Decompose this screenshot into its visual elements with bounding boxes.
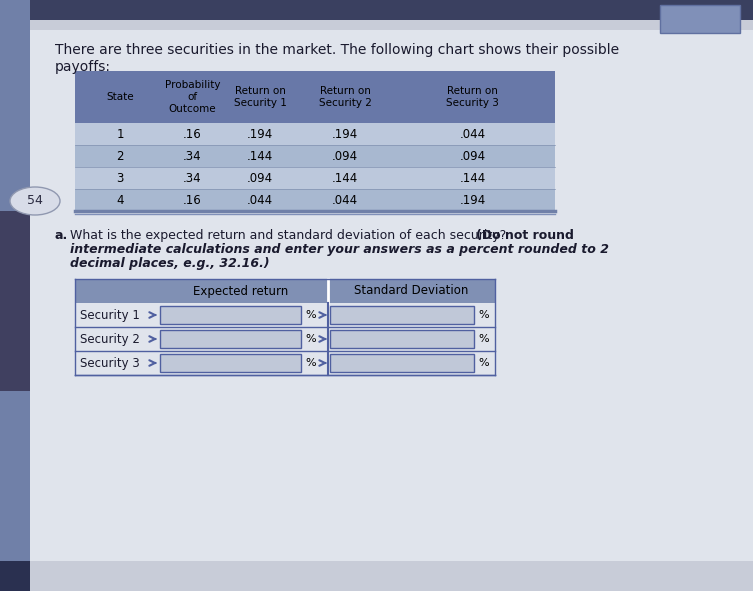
Text: .34: .34 bbox=[183, 150, 202, 163]
Text: %: % bbox=[305, 358, 316, 368]
Text: .194: .194 bbox=[459, 193, 486, 206]
Bar bbox=[30, 30, 753, 561]
Text: %: % bbox=[478, 334, 489, 344]
Bar bbox=[330, 354, 474, 372]
Bar bbox=[660, 5, 740, 33]
Text: %: % bbox=[478, 358, 489, 368]
Bar bbox=[75, 279, 495, 303]
Text: 4: 4 bbox=[116, 193, 123, 206]
Bar bbox=[0, 0, 30, 591]
Bar bbox=[160, 354, 301, 372]
Text: .194: .194 bbox=[332, 128, 358, 141]
Text: .34: .34 bbox=[183, 171, 202, 184]
Text: What is the expected return and standard deviation of each security?: What is the expected return and standard… bbox=[70, 229, 511, 242]
Bar bbox=[75, 351, 495, 375]
Bar bbox=[160, 306, 301, 324]
Text: Return on
Security 2: Return on Security 2 bbox=[319, 86, 371, 108]
Bar bbox=[0, 211, 30, 391]
Bar bbox=[75, 327, 495, 351]
Text: .16: .16 bbox=[183, 193, 202, 206]
Bar bbox=[0, 0, 753, 20]
Text: Expected return: Expected return bbox=[193, 284, 288, 297]
Text: (Do not round: (Do not round bbox=[476, 229, 574, 242]
Text: .094: .094 bbox=[459, 150, 486, 163]
Text: .144: .144 bbox=[459, 171, 486, 184]
Text: 54: 54 bbox=[27, 194, 43, 207]
Bar bbox=[75, 145, 555, 167]
Bar bbox=[75, 123, 555, 145]
Bar bbox=[330, 306, 474, 324]
Text: 2: 2 bbox=[116, 150, 123, 163]
Text: payoffs:: payoffs: bbox=[55, 60, 111, 74]
Text: 3: 3 bbox=[116, 171, 123, 184]
Bar bbox=[0, 561, 30, 591]
Text: a.: a. bbox=[55, 229, 69, 242]
Text: .144: .144 bbox=[332, 171, 358, 184]
Text: .16: .16 bbox=[183, 128, 202, 141]
Text: .144: .144 bbox=[247, 150, 273, 163]
Ellipse shape bbox=[10, 187, 60, 215]
Text: .044: .044 bbox=[332, 193, 358, 206]
Text: %: % bbox=[305, 334, 316, 344]
Text: intermediate calculations and enter your answers as a percent rounded to 2: intermediate calculations and enter your… bbox=[70, 243, 609, 256]
Text: There are three securities in the market. The following chart shows their possib: There are three securities in the market… bbox=[55, 43, 619, 57]
Text: Probability
of
Outcome: Probability of Outcome bbox=[165, 80, 220, 113]
Text: %: % bbox=[305, 310, 316, 320]
Text: State: State bbox=[106, 92, 134, 102]
Bar bbox=[330, 330, 474, 348]
Bar bbox=[75, 189, 555, 211]
Text: Security 1: Security 1 bbox=[80, 309, 140, 322]
Text: Security 2: Security 2 bbox=[80, 333, 140, 346]
Text: .044: .044 bbox=[459, 128, 486, 141]
Text: decimal places, e.g., 32.16.): decimal places, e.g., 32.16.) bbox=[70, 257, 270, 270]
Text: Standard Deviation: Standard Deviation bbox=[355, 284, 468, 297]
Text: .194: .194 bbox=[247, 128, 273, 141]
Text: .094: .094 bbox=[332, 150, 358, 163]
Text: Return on
Security 3: Return on Security 3 bbox=[446, 86, 499, 108]
Bar bbox=[75, 167, 555, 189]
Bar bbox=[75, 303, 495, 327]
Text: .044: .044 bbox=[247, 193, 273, 206]
Text: Return on
Security 1: Return on Security 1 bbox=[233, 86, 286, 108]
Text: %: % bbox=[478, 310, 489, 320]
Bar bbox=[160, 330, 301, 348]
Text: 1: 1 bbox=[116, 128, 123, 141]
Bar bbox=[75, 71, 555, 123]
Text: .094: .094 bbox=[247, 171, 273, 184]
Text: Security 3: Security 3 bbox=[80, 356, 140, 369]
